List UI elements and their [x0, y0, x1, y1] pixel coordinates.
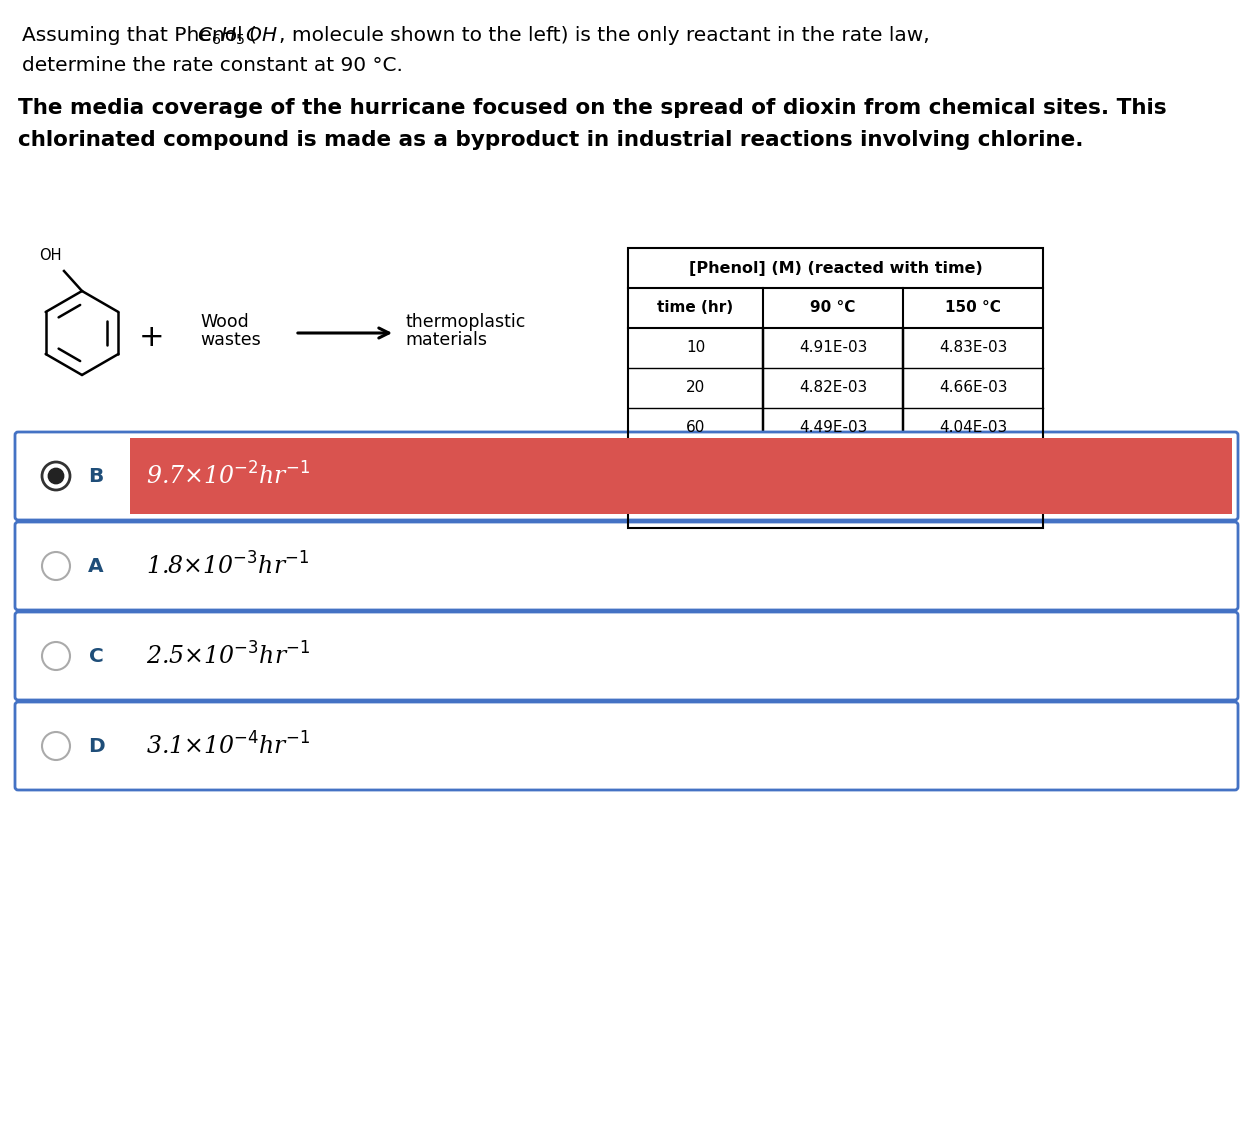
Text: 2.5×10$^{-3}$hr$^{-1}$: 2.5×10$^{-3}$hr$^{-1}$ — [147, 642, 311, 669]
FancyBboxPatch shape — [15, 612, 1238, 700]
FancyBboxPatch shape — [15, 432, 1238, 520]
Text: 90 °C: 90 °C — [811, 301, 856, 316]
Text: determine the rate constant at 90 °C.: determine the rate constant at 90 °C. — [23, 56, 403, 75]
Text: [Phenol] (M) (reacted with time): [Phenol] (M) (reacted with time) — [689, 261, 982, 275]
Text: B: B — [89, 466, 104, 485]
Text: 9.7×10$^{-2}$hr$^{-1}$: 9.7×10$^{-2}$hr$^{-1}$ — [147, 463, 311, 490]
Text: +: + — [139, 323, 165, 353]
Text: 4.66E-03: 4.66E-03 — [938, 381, 1007, 395]
Text: The media coverage of the hurricane focused on the spread of dioxin from chemica: The media coverage of the hurricane focu… — [18, 98, 1167, 118]
FancyBboxPatch shape — [15, 522, 1238, 610]
Text: wastes: wastes — [200, 331, 261, 349]
Text: OH: OH — [39, 248, 61, 263]
Text: , molecule shown to the left) is the only reactant in the rate law,: , molecule shown to the left) is the onl… — [279, 26, 930, 45]
Text: 3.1×10$^{-4}$hr$^{-1}$: 3.1×10$^{-4}$hr$^{-1}$ — [147, 732, 311, 759]
Circle shape — [43, 462, 70, 490]
Text: 20: 20 — [685, 381, 705, 395]
Circle shape — [43, 553, 70, 579]
Text: $C_6H_5OH$: $C_6H_5OH$ — [197, 26, 278, 47]
Text: 150 °C: 150 °C — [945, 301, 1001, 316]
Text: 4.91E-03: 4.91E-03 — [799, 340, 867, 356]
Circle shape — [49, 468, 64, 484]
Text: 200: 200 — [682, 501, 710, 515]
Text: D: D — [88, 737, 104, 756]
Text: 3.49E-03: 3.49E-03 — [798, 501, 867, 515]
Text: chlorinated compound is made as a byproduct in industrial reactions involving ch: chlorinated compound is made as a byprod… — [18, 130, 1084, 150]
Text: 1.8×10$^{-3}$hr$^{-1}$: 1.8×10$^{-3}$hr$^{-1}$ — [147, 553, 309, 579]
Circle shape — [43, 642, 70, 670]
Text: 10: 10 — [685, 340, 705, 356]
Circle shape — [43, 732, 70, 760]
Text: Assuming that Phenol (: Assuming that Phenol ( — [23, 26, 257, 45]
Text: 120: 120 — [682, 460, 710, 475]
FancyBboxPatch shape — [15, 702, 1238, 789]
Text: 3.26E-03: 3.26E-03 — [938, 460, 1007, 475]
Text: 4.83E-03: 4.83E-03 — [938, 340, 1007, 356]
Text: 4.03E-03: 4.03E-03 — [799, 460, 867, 475]
Text: 60: 60 — [685, 420, 705, 436]
Text: materials: materials — [405, 331, 487, 349]
Text: 4.49E-03: 4.49E-03 — [799, 420, 867, 436]
Bar — [130, 438, 1232, 514]
Text: A: A — [88, 557, 104, 575]
Text: thermoplastic: thermoplastic — [405, 313, 525, 331]
Text: 4.82E-03: 4.82E-03 — [799, 381, 867, 395]
Text: Wood: Wood — [200, 313, 249, 331]
Text: 2.45E-03: 2.45E-03 — [938, 501, 1007, 515]
Text: 4.04E-03: 4.04E-03 — [938, 420, 1007, 436]
Bar — [628, 248, 1042, 528]
Text: time (hr): time (hr) — [658, 301, 733, 316]
Text: C: C — [89, 647, 104, 666]
